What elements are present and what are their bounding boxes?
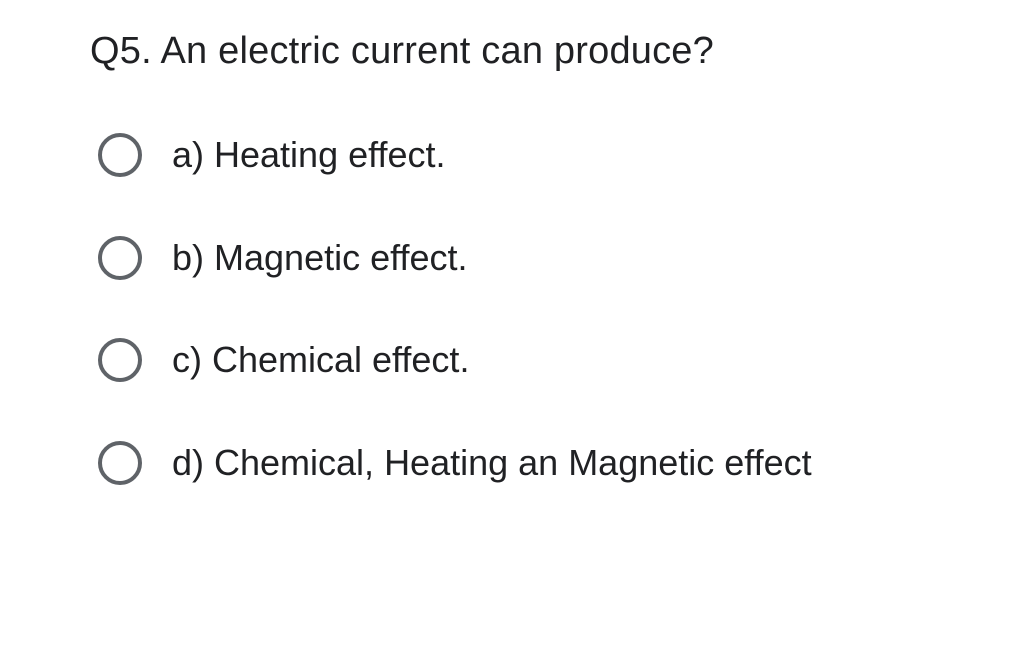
option-a[interactable]: a) Heating effect. (98, 131, 934, 180)
options-group: a) Heating effect. b) Magnetic effect. c… (90, 131, 934, 487)
option-label-d: d) Chemical, Heating an Magnetic effect (172, 439, 812, 488)
option-label-b: b) Magnetic effect. (172, 234, 468, 283)
radio-icon (98, 236, 142, 280)
radio-icon (98, 338, 142, 382)
option-d[interactable]: d) Chemical, Heating an Magnetic effect (98, 439, 934, 488)
radio-icon (98, 441, 142, 485)
radio-icon (98, 133, 142, 177)
question-title: Q5. An electric current can produce? (90, 30, 934, 73)
option-b[interactable]: b) Magnetic effect. (98, 234, 934, 283)
option-c[interactable]: c) Chemical effect. (98, 336, 934, 385)
option-label-a: a) Heating effect. (172, 131, 446, 180)
option-label-c: c) Chemical effect. (172, 336, 469, 385)
